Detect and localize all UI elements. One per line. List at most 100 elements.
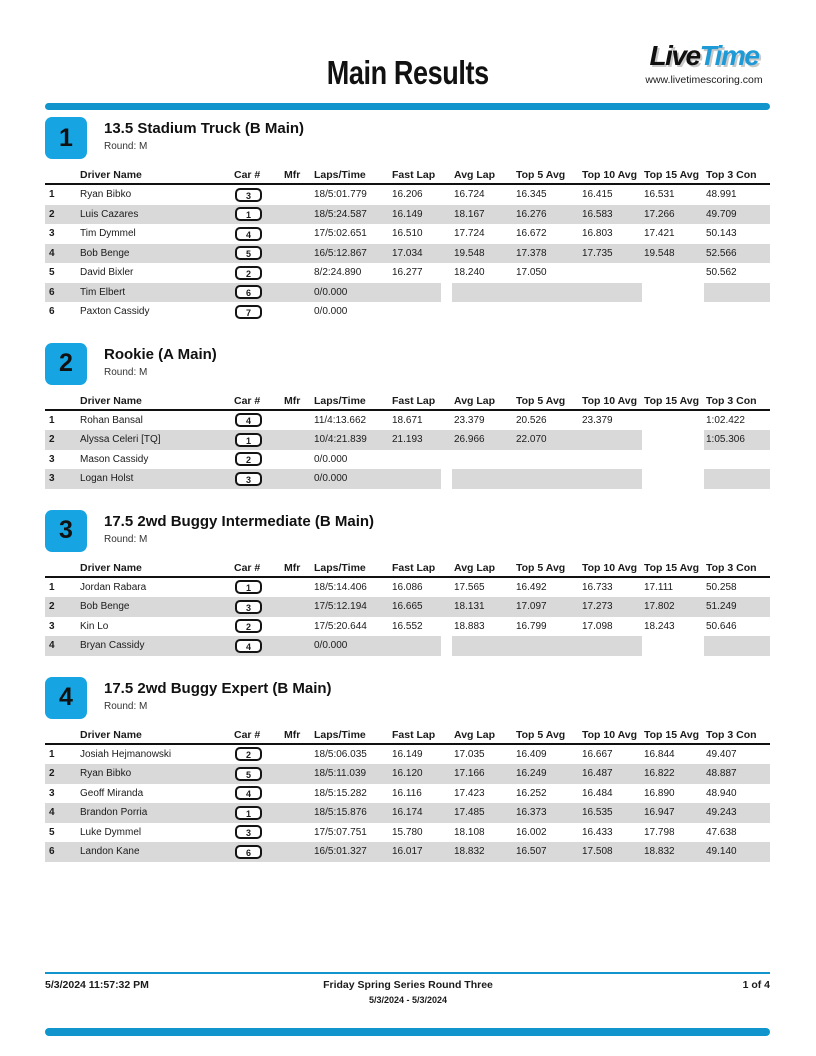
cell-laps-time: 17/5:07.751 xyxy=(314,826,367,838)
car-number-badge: 2 xyxy=(235,619,262,633)
cell-laps-time: 17/5:12.194 xyxy=(312,597,390,617)
cell-driver-name: Alyssa Celeri [TQ] xyxy=(78,430,232,450)
cell-top5-avg: 16.276 xyxy=(514,204,580,224)
cell-laps-time: 18/5:15.282 xyxy=(314,787,367,799)
cell-top3-con: 1:05.306 xyxy=(704,430,770,450)
car-number-badge: 2 xyxy=(235,747,262,761)
cell-top15-avg: 17.111 xyxy=(644,581,674,593)
cell-car-number: 4 xyxy=(232,636,282,656)
cell-driver-name: Jordan Rabara xyxy=(80,581,147,593)
cell-driver-name: Luis Cazares xyxy=(78,204,232,224)
cell-mfr xyxy=(282,617,312,637)
section-number-badge: 4 xyxy=(45,676,87,719)
footer-divider xyxy=(45,972,770,974)
section-number-badge: 3 xyxy=(45,509,87,552)
cell-laps-time: 16/5:12.867 xyxy=(312,243,390,263)
col-header-top15: Top 15 Avg xyxy=(644,561,700,574)
cell-avg-lap: 17.166 xyxy=(452,764,514,784)
col-header-mfr: Mfr xyxy=(284,728,301,741)
livetime-logo: LiveTime www.livetimescoring.com xyxy=(618,40,790,86)
cell-laps-time: 8/2:24.890 xyxy=(314,267,362,278)
cell-position: 3 xyxy=(45,469,78,489)
cell-mfr xyxy=(282,243,312,263)
cell-top10-avg: 16.415 xyxy=(582,189,613,200)
col-header-laps: Laps/Time xyxy=(314,728,366,741)
table-header-row: Driver Name Car # Mfr Laps/Time Fast Lap Avg … xyxy=(45,560,770,578)
footer-event-name: Friday Spring Series Round Three xyxy=(323,979,493,991)
footer-accent-bar xyxy=(45,1028,770,1036)
section-title: 17.5 2wd Buggy Expert (B Main) xyxy=(104,679,332,697)
cell-position: 5 xyxy=(49,267,55,278)
col-header-avg: Avg Lap xyxy=(454,169,496,181)
car-number-badge: 3 xyxy=(235,825,262,839)
race-section: 4 17.5 2wd Buggy Expert (B Main) Round: … xyxy=(45,676,770,862)
cell-top3-con: 47.638 xyxy=(706,826,737,838)
cell-top5-avg: 16.799 xyxy=(516,620,547,632)
cell-avg-lap: 17.724 xyxy=(454,228,485,239)
table-body: 1 Josiah Hejmanowski 2 18/5:06.035 16.14… xyxy=(45,745,770,862)
cell-top15-avg: 17.798 xyxy=(644,826,675,838)
cell-driver-name: Landon Kane xyxy=(78,842,232,862)
cell-top5-avg: 20.526 xyxy=(516,414,547,426)
col-header-position xyxy=(45,727,78,743)
cell-driver-name: Geoff Miranda xyxy=(80,787,144,799)
footer-page-number: 1 of 4 xyxy=(742,979,770,991)
section-header: 3 17.5 2wd Buggy Intermediate (B Main) R… xyxy=(45,509,770,552)
cell-car-number: 3 xyxy=(232,469,282,489)
cell-top3-con: 50.562 xyxy=(706,267,737,278)
cell-fast-lap: 16.206 xyxy=(392,189,423,200)
cell-car-number: 1 xyxy=(232,803,282,823)
car-number-badge: 6 xyxy=(235,844,262,859)
cell-laps-time: 18/5:11.039 xyxy=(312,764,390,784)
car-number-badge: 6 xyxy=(235,285,262,299)
col-header-position xyxy=(45,393,78,409)
cell-laps-time: 0/0.000 xyxy=(314,306,348,317)
cell-top10-avg: 17.508 xyxy=(580,842,642,862)
cell-driver-name: Luke Dymmel xyxy=(80,826,142,838)
cell-avg-lap: 18.167 xyxy=(452,204,514,224)
result-row: 5 David Bixler 2 8/2:24.890 16.277 18.24… xyxy=(45,263,770,283)
car-number-badge: 3 xyxy=(235,599,262,614)
car-number-badge: 3 xyxy=(235,187,262,202)
cell-top3-con: 50.258 xyxy=(706,581,737,593)
col-header-driver: Driver Name xyxy=(80,561,142,574)
cell-fast-lap xyxy=(390,636,452,656)
cell-driver-name: David Bixler xyxy=(80,267,134,278)
result-row: 3 Logan Holst 3 0/0.000 xyxy=(45,469,770,489)
cell-avg-lap: 17.423 xyxy=(454,787,485,799)
section-round: Round: M xyxy=(104,700,148,712)
cell-top3-con: 49.243 xyxy=(704,803,770,823)
cell-fast-lap: 16.120 xyxy=(390,764,452,784)
cell-position: 2 xyxy=(45,430,78,450)
page-title: Main Results xyxy=(326,54,489,91)
cell-driver-name: Tim Dymmel xyxy=(80,228,136,239)
cell-top5-avg xyxy=(514,302,580,322)
cell-top10-avg xyxy=(580,263,642,283)
cell-laps-time: 18/5:06.035 xyxy=(314,748,367,760)
cell-position: 2 xyxy=(45,597,78,617)
col-header-top5: Top 5 Avg xyxy=(516,169,566,181)
cell-top10-avg: 16.803 xyxy=(582,228,613,239)
cell-car-number: 3 xyxy=(232,597,282,617)
cell-top10-avg: 17.273 xyxy=(580,597,642,617)
results-table: Driver Name Car # Mfr Laps/Time Fast Lap Avg … xyxy=(45,560,770,656)
col-header-driver: Driver Name xyxy=(80,169,142,181)
cell-position: 6 xyxy=(45,842,78,862)
result-row: 3 Mason Cassidy 2 0/0.000 xyxy=(45,450,770,470)
section-number-badge: 1 xyxy=(45,117,87,159)
cell-top10-avg: 16.583 xyxy=(580,204,642,224)
cell-mfr xyxy=(282,803,312,823)
cell-top10-avg xyxy=(580,302,642,322)
table-body: 1 Jordan Rabara 1 18/5:14.406 16.086 17.… xyxy=(45,578,770,656)
cell-avg-lap: 17.565 xyxy=(454,581,485,593)
section-round: Round: M xyxy=(104,533,148,545)
cell-fast-lap xyxy=(390,469,452,489)
result-row: 3 Tim Dymmel 4 17/5:02.651 16.510 17.724… xyxy=(45,224,770,244)
car-number-badge: 3 xyxy=(235,471,262,486)
cell-top15-avg xyxy=(642,469,704,489)
cell-top3-con: 50.646 xyxy=(706,620,737,632)
section-title: Rookie (A Main) xyxy=(104,345,217,363)
logo-time-word: Time xyxy=(699,40,760,71)
col-header-top15: Top 15 Avg xyxy=(644,169,700,181)
cell-laps-time: 11/4:13.662 xyxy=(314,414,367,426)
